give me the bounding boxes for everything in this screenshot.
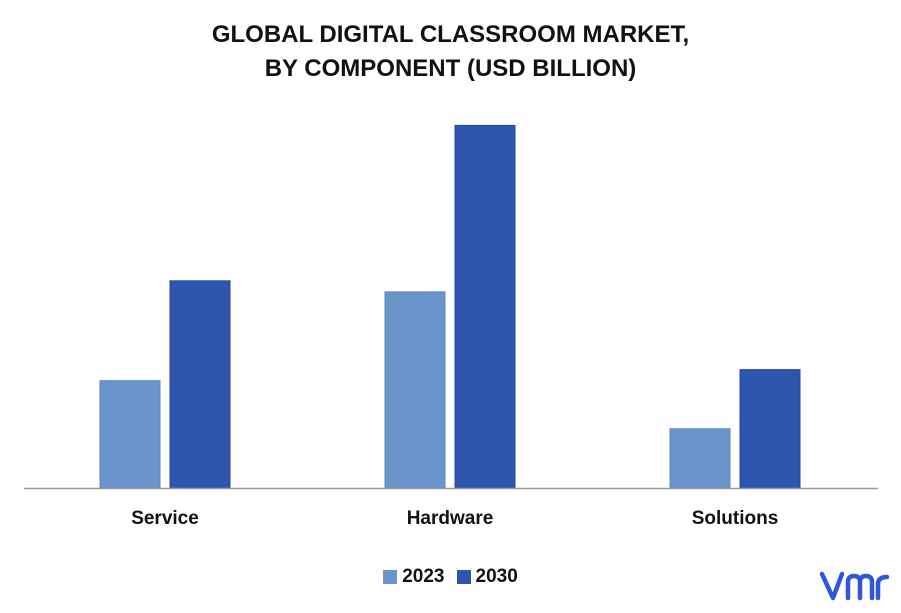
legend-label-2023: 2023 (402, 566, 445, 587)
legend-swatch-2030 (456, 570, 471, 584)
vmr-logo-icon (819, 571, 890, 601)
bar-service-2030 (169, 280, 231, 489)
category-label-solutions: Solutions (692, 508, 779, 529)
legend-item-2030: 2030 (456, 566, 518, 588)
category-label-hardware: Hardware (407, 508, 494, 529)
chart-legend: 2023 2030 (0, 566, 901, 588)
bar-service-2023 (99, 380, 161, 489)
category-label-service: Service (131, 508, 199, 529)
bar-solutions-2023 (669, 428, 731, 489)
legend-swatch-2023 (383, 570, 398, 584)
bar-hardware-2030 (454, 124, 516, 489)
legend-item-2023: 2023 (383, 566, 445, 588)
chart-title-line-2: BY COMPONENT (USD BILLION) (264, 55, 637, 82)
bar-hardware-2023 (384, 291, 446, 489)
legend-label-2030: 2030 (475, 566, 518, 587)
chart-title-line-1: GLOBAL DIGITAL CLASSROOM MARKET, (211, 21, 690, 48)
bar-solutions-2030 (739, 369, 801, 489)
chart-title: GLOBAL DIGITAL CLASSROOM MARKET, BY COMP… (0, 18, 901, 86)
